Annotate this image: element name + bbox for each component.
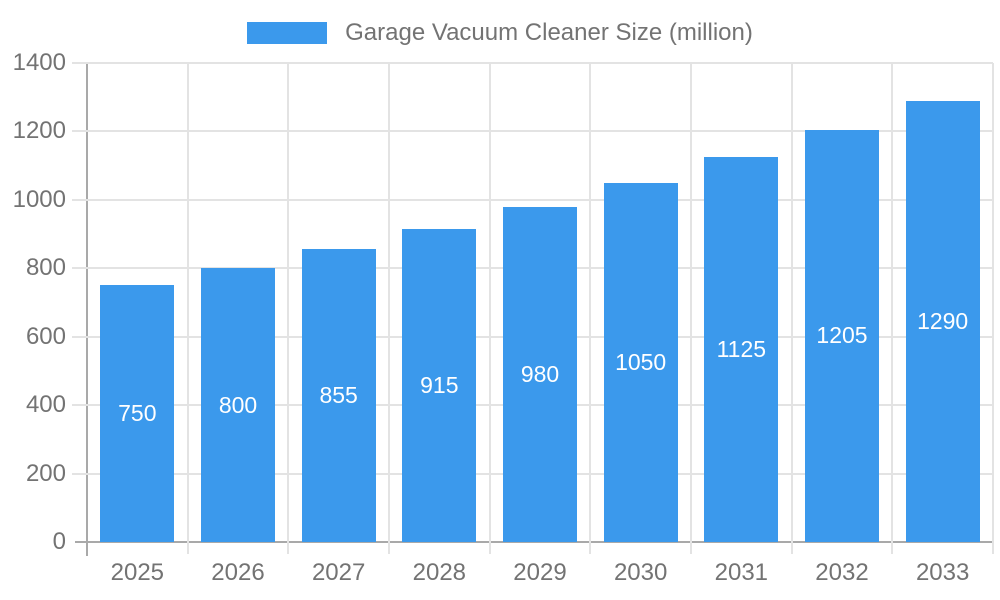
x-gridline: [992, 63, 994, 542]
x-gridline: [589, 63, 592, 542]
bar[interactable]: 915: [402, 228, 477, 542]
y-tick: [72, 404, 87, 407]
bar-value-label: 855: [319, 382, 358, 409]
y-axis-label: 400: [25, 391, 66, 419]
y-axis-label: 1000: [12, 185, 66, 213]
y-axis-label: 1400: [12, 49, 66, 76]
y-gridline: [87, 198, 993, 201]
y-tick: [72, 267, 87, 270]
bar-value-label: 980: [520, 360, 560, 387]
x-tick: [287, 542, 290, 554]
legend-label: Garage Vacuum Cleaner Size (million): [345, 19, 753, 46]
bar[interactable]: 980: [503, 206, 577, 542]
bar[interactable]: 750: [100, 285, 175, 542]
y-axis-label: 200: [25, 459, 66, 487]
x-axis-label: 2027: [311, 559, 366, 586]
x-axis-label: 2029: [513, 559, 567, 586]
x-axis-label: 2028: [412, 559, 467, 586]
x-gridline: [287, 63, 290, 542]
bar[interactable]: 1290: [905, 100, 980, 542]
bar-value-label: 915: [420, 371, 459, 398]
chart-legend-item[interactable]: Garage Vacuum Cleaner Size (million): [0, 19, 1000, 47]
bar[interactable]: 1050: [603, 182, 678, 542]
x-axis-line: [75, 541, 993, 543]
x-gridline: [690, 63, 692, 542]
x-gridline: [891, 63, 894, 542]
x-axis-label: 2026: [211, 559, 265, 586]
y-axis-line: [86, 63, 88, 556]
y-axis-label: 600: [25, 322, 66, 350]
x-gridline: [488, 63, 491, 542]
y-axis-label: 0: [52, 528, 66, 555]
x-axis-label: 2032: [815, 559, 869, 586]
bar-value-label: 1205: [816, 322, 868, 349]
bar-value-label: 1290: [917, 307, 969, 334]
y-tick: [72, 198, 87, 201]
x-axis-label: 2033: [915, 559, 970, 586]
bar-value-label: 800: [218, 391, 258, 418]
x-tick: [488, 542, 491, 554]
x-tick: [589, 542, 592, 554]
y-tick: [72, 472, 87, 475]
x-axis-label: 2025: [110, 559, 165, 586]
bar-value-label: 1050: [615, 348, 667, 375]
bar[interactable]: 1125: [704, 157, 779, 542]
x-tick: [992, 542, 994, 554]
x-gridline: [790, 63, 793, 542]
y-gridline: [87, 130, 993, 133]
x-axis-label: 2031: [714, 559, 769, 586]
bar[interactable]: 800: [201, 268, 275, 542]
x-gridline: [388, 63, 390, 542]
y-tick: [72, 335, 87, 338]
bar[interactable]: 1205: [805, 129, 879, 542]
bar-value-label: 750: [118, 400, 157, 427]
x-tick: [186, 542, 189, 554]
y-gridline: [87, 62, 993, 64]
bar[interactable]: 855: [301, 249, 376, 542]
x-gridline: [186, 63, 189, 542]
x-tick: [790, 542, 793, 554]
y-axis-label: 800: [25, 254, 66, 282]
bar-value-label: 1125: [716, 336, 767, 363]
y-tick: [72, 62, 87, 64]
y-axis-label: 1200: [12, 117, 66, 145]
x-tick: [388, 542, 390, 554]
legend-swatch: [247, 22, 328, 44]
y-tick: [72, 130, 87, 133]
x-tick: [891, 542, 894, 554]
plot-area: 750 800 855 915 980 1050 1125 1205 1290: [87, 62, 994, 542]
x-axis-label: 2030: [613, 559, 668, 586]
x-tick: [690, 542, 692, 554]
